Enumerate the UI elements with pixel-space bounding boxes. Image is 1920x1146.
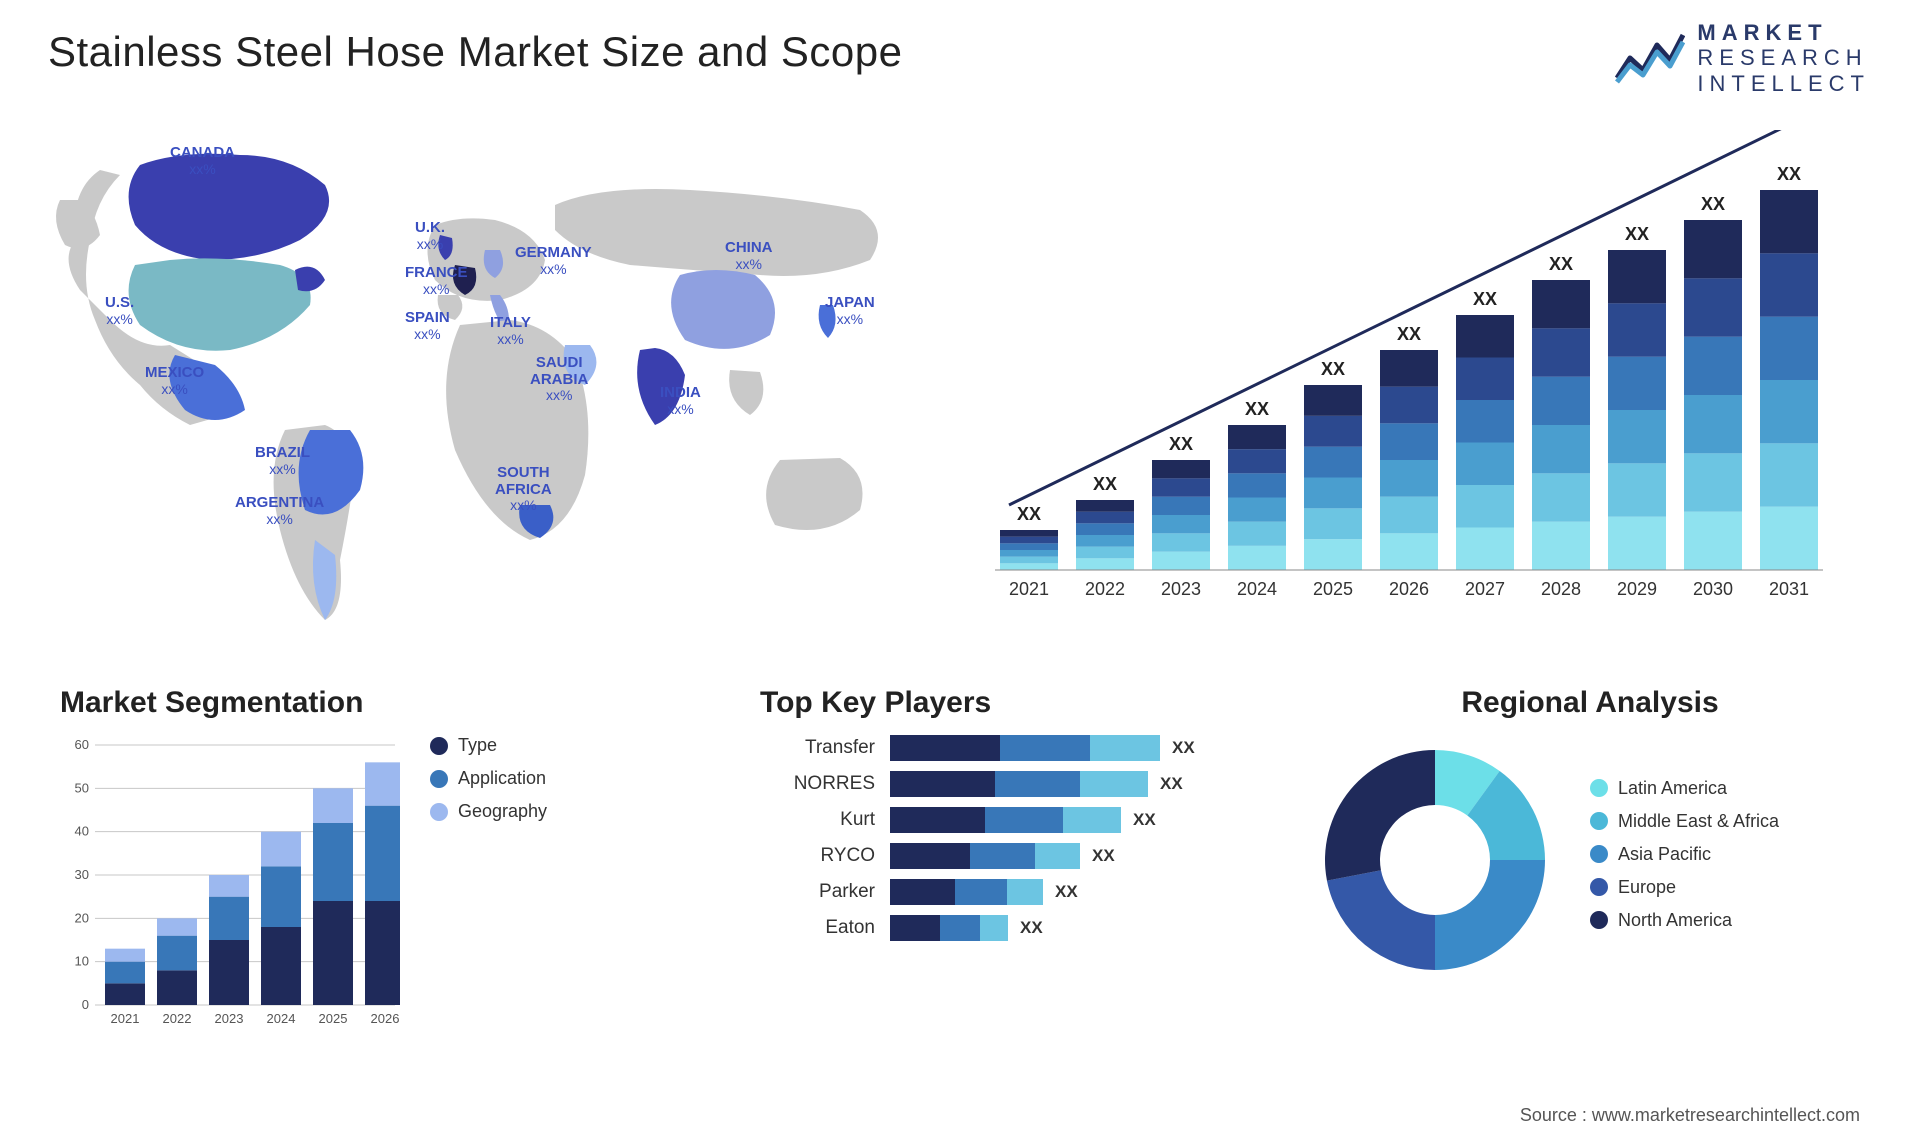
world-map: CANADAxx% U.S.xx% MEXICOxx% BRAZILxx% ARGENT… bbox=[40, 110, 940, 670]
svg-text:XX: XX bbox=[1017, 504, 1041, 524]
player-row: TransferXX bbox=[760, 735, 1280, 761]
country-label: INDIAxx% bbox=[660, 385, 701, 418]
regional-section: Regional Analysis Latin America Middle Ea… bbox=[1310, 686, 1870, 1066]
source-note: Source : www.marketresearchintellect.com bbox=[1520, 1105, 1860, 1126]
svg-text:20: 20 bbox=[75, 910, 89, 925]
svg-text:2025: 2025 bbox=[319, 1011, 348, 1026]
svg-text:XX: XX bbox=[1549, 254, 1573, 274]
regional-legend: Latin America Middle East & Africa Asia Pa… bbox=[1590, 778, 1779, 943]
players-section: Top Key Players TransferXX NORRESXX KurtXX… bbox=[760, 686, 1280, 1066]
player-row: NORRESXX bbox=[760, 771, 1280, 797]
forecast-chart-svg: XX 2021 XX 2022 XX 2023 XX 2024 XX 2025 XX 2026 XX 20… bbox=[980, 130, 1860, 630]
regional-donut bbox=[1310, 735, 1560, 985]
country-label: BRAZILxx% bbox=[255, 445, 310, 478]
svg-text:2021: 2021 bbox=[1009, 579, 1049, 599]
country-label: SPAINxx% bbox=[405, 310, 450, 343]
svg-text:XX: XX bbox=[1625, 224, 1649, 244]
svg-text:XX: XX bbox=[1093, 474, 1117, 494]
svg-text:XX: XX bbox=[1397, 324, 1421, 344]
svg-text:2028: 2028 bbox=[1541, 579, 1581, 599]
legend-item: Europe bbox=[1590, 877, 1779, 898]
svg-text:XX: XX bbox=[1777, 164, 1801, 184]
svg-text:2024: 2024 bbox=[1237, 579, 1277, 599]
svg-text:50: 50 bbox=[75, 780, 89, 795]
country-label: U.K.xx% bbox=[415, 220, 445, 253]
page-title: Stainless Steel Hose Market Size and Sco… bbox=[48, 28, 902, 76]
svg-text:2022: 2022 bbox=[163, 1011, 192, 1026]
logo-line1: MARKET bbox=[1697, 20, 1870, 45]
country-label: SAUDIARABIAxx% bbox=[530, 355, 588, 405]
segmentation-legend: Type Application Geography bbox=[430, 735, 547, 834]
svg-text:2031: 2031 bbox=[1769, 579, 1809, 599]
country-label: CANADAxx% bbox=[170, 145, 235, 178]
legend-item: Geography bbox=[430, 801, 547, 822]
svg-text:2023: 2023 bbox=[1161, 579, 1201, 599]
svg-text:2026: 2026 bbox=[1389, 579, 1429, 599]
country-label: FRANCExx% bbox=[405, 265, 468, 298]
logo-line2: RESEARCH bbox=[1697, 45, 1870, 70]
players-title: Top Key Players bbox=[760, 686, 1280, 720]
country-label: ITALYxx% bbox=[490, 315, 531, 348]
country-label: MEXICOxx% bbox=[145, 365, 204, 398]
players-chart: TransferXX NORRESXX KurtXX RYCOXX ParkerXX Ea… bbox=[760, 735, 1280, 941]
country-label: JAPANxx% bbox=[825, 295, 875, 328]
segmentation-section: Market Segmentation 0 10 20 30 40 50 60 2021 202… bbox=[60, 686, 660, 1066]
logo-icon bbox=[1615, 30, 1685, 85]
country-label: ARGENTINAxx% bbox=[235, 495, 324, 528]
svg-text:2021: 2021 bbox=[111, 1011, 140, 1026]
legend-item: Middle East & Africa bbox=[1590, 811, 1779, 832]
country-label: U.S.xx% bbox=[105, 295, 134, 328]
svg-text:XX: XX bbox=[1321, 359, 1345, 379]
country-label: GERMANYxx% bbox=[515, 245, 592, 278]
legend-item: Application bbox=[430, 768, 547, 789]
legend-item: Type bbox=[430, 735, 547, 756]
brand-logo: MARKET RESEARCH INTELLECT bbox=[1615, 20, 1870, 96]
country-label: CHINAxx% bbox=[725, 240, 773, 273]
svg-text:XX: XX bbox=[1701, 194, 1725, 214]
market-forecast-chart: XX 2021 XX 2022 XX 2023 XX 2024 XX 2025 XX 2026 XX 20… bbox=[980, 130, 1860, 630]
svg-text:2022: 2022 bbox=[1085, 579, 1125, 599]
player-row: EatonXX bbox=[760, 915, 1280, 941]
svg-text:2023: 2023 bbox=[215, 1011, 244, 1026]
logo-line3: INTELLECT bbox=[1697, 71, 1870, 96]
legend-item: Latin America bbox=[1590, 778, 1779, 799]
segmentation-chart: 0 10 20 30 40 50 60 2021 2022 2023 2024 2025 2026 bbox=[60, 735, 400, 1035]
svg-text:60: 60 bbox=[75, 737, 89, 752]
player-row: KurtXX bbox=[760, 807, 1280, 833]
segmentation-title: Market Segmentation bbox=[60, 686, 660, 720]
svg-text:2027: 2027 bbox=[1465, 579, 1505, 599]
svg-text:2025: 2025 bbox=[1313, 579, 1353, 599]
player-row: ParkerXX bbox=[760, 879, 1280, 905]
svg-text:0: 0 bbox=[82, 997, 89, 1012]
legend-item: Asia Pacific bbox=[1590, 844, 1779, 865]
svg-text:2026: 2026 bbox=[371, 1011, 400, 1026]
svg-text:XX: XX bbox=[1245, 399, 1269, 419]
legend-item: North America bbox=[1590, 910, 1779, 931]
svg-text:40: 40 bbox=[75, 824, 89, 839]
svg-text:XX: XX bbox=[1473, 289, 1497, 309]
svg-text:2024: 2024 bbox=[267, 1011, 296, 1026]
svg-text:30: 30 bbox=[75, 867, 89, 882]
regional-title: Regional Analysis bbox=[1310, 686, 1870, 720]
player-row: RYCOXX bbox=[760, 843, 1280, 869]
svg-text:XX: XX bbox=[1169, 434, 1193, 454]
svg-text:2030: 2030 bbox=[1693, 579, 1733, 599]
country-label: SOUTHAFRICAxx% bbox=[495, 465, 552, 515]
svg-text:2029: 2029 bbox=[1617, 579, 1657, 599]
svg-text:10: 10 bbox=[75, 954, 89, 969]
